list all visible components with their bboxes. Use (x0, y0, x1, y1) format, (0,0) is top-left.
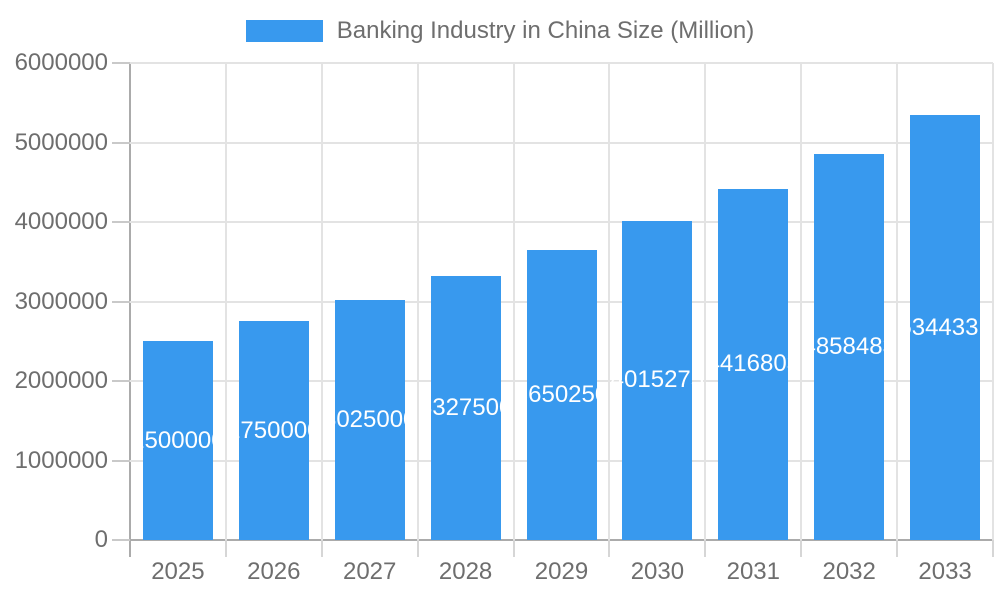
x-axis-tick (512, 540, 515, 557)
bar[interactable] (430, 275, 501, 540)
y-axis-tick-label: 5000000 (14, 128, 108, 156)
x-axis-tick (800, 540, 803, 557)
x-axis-tick-label: 2030 (630, 558, 685, 585)
bar[interactable] (526, 249, 597, 540)
x-gridline (512, 63, 515, 540)
x-axis-tick-label: 2028 (438, 558, 493, 585)
y-axis-tick (112, 300, 130, 303)
x-gridline (416, 63, 419, 540)
x-axis-tick (896, 540, 899, 557)
y-gridline (130, 221, 993, 223)
y-gridline (130, 62, 993, 64)
x-gridline (992, 63, 994, 540)
x-axis-tick (704, 540, 707, 557)
x-gridline (608, 63, 611, 540)
bar[interactable] (718, 188, 789, 540)
y-axis-tick (112, 62, 130, 64)
x-axis-tick-label: 2029 (534, 558, 589, 585)
x-axis-tick-label: 2026 (247, 558, 301, 585)
x-axis-tick-label: 2032 (822, 558, 876, 585)
y-gridline (130, 141, 993, 144)
bar[interactable] (142, 341, 213, 541)
x-axis-tick-label: 2025 (151, 558, 205, 585)
x-axis-tick (608, 540, 611, 557)
x-axis-tick-label: 2027 (342, 558, 397, 585)
x-axis-line (112, 539, 993, 541)
legend-swatch (245, 20, 323, 42)
y-axis-line (129, 63, 131, 557)
x-axis-tick (416, 540, 419, 557)
x-axis-tick-label: 2031 (726, 558, 780, 585)
y-axis-tick (112, 539, 130, 541)
bar[interactable] (238, 321, 309, 540)
x-axis-tick-label: 2033 (918, 558, 972, 585)
legend[interactable]: Banking Industry in China Size (Million) (0, 17, 1000, 45)
y-axis-tick-label: 2000000 (14, 367, 108, 394)
x-axis-tick (320, 540, 323, 557)
x-gridline (224, 63, 227, 540)
x-gridline (320, 63, 323, 540)
x-gridline (800, 63, 803, 540)
bar[interactable] (622, 220, 693, 540)
bar[interactable] (334, 299, 405, 540)
x-axis-tick (224, 540, 227, 557)
bar[interactable] (910, 115, 981, 540)
y-axis-tick-label: 1000000 (14, 446, 108, 474)
x-axis-tick (992, 540, 994, 557)
bar[interactable] (814, 153, 885, 540)
x-gridline (704, 63, 707, 540)
y-axis-tick-label: 6000000 (14, 49, 108, 76)
x-gridline (896, 63, 899, 540)
y-axis-tick (112, 459, 130, 462)
y-axis-tick-label: 4000000 (14, 208, 108, 235)
y-axis-tick (112, 141, 130, 144)
legend-label: Banking Industry in China Size (Million) (336, 17, 755, 44)
y-axis-tick-label: 0 (94, 526, 108, 553)
y-axis-tick (112, 221, 130, 223)
y-axis-tick (112, 380, 130, 382)
y-axis-tick-label: 3000000 (14, 287, 108, 315)
